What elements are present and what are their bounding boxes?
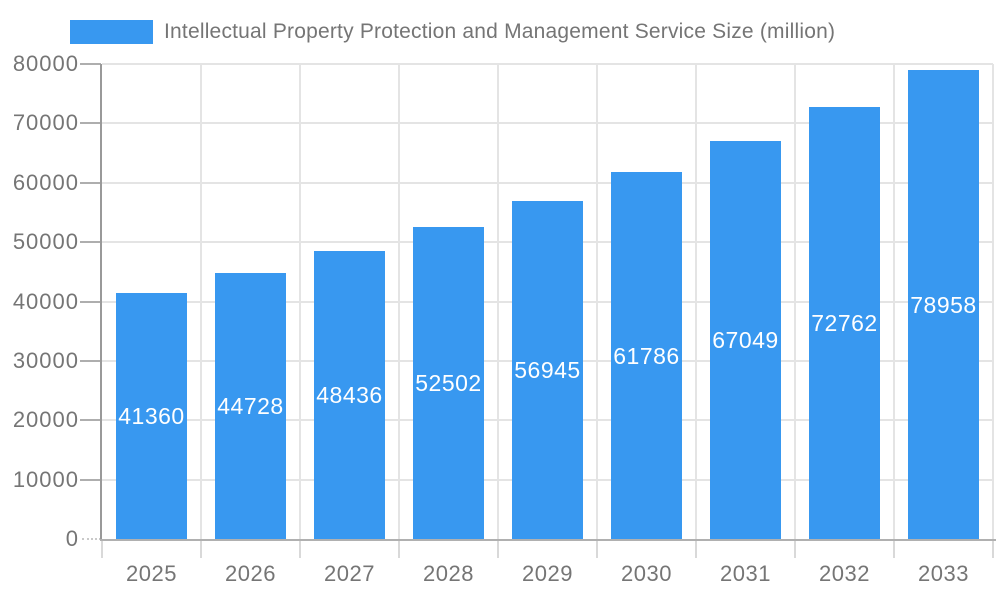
v-gridline	[398, 64, 400, 539]
y-tick	[80, 122, 101, 125]
h-gridline	[102, 181, 993, 184]
y-tick	[80, 181, 101, 184]
v-gridline	[200, 64, 202, 539]
x-tick	[200, 541, 202, 558]
chart-legend-item[interactable]: Intellectual Property Protection and Man…	[70, 17, 835, 47]
x-tick	[794, 541, 796, 558]
x-axis-label: 2031	[720, 561, 771, 586]
x-axis-label: 2028	[423, 561, 474, 586]
bar-value-label: 61786	[613, 342, 680, 369]
x-tick	[299, 541, 301, 558]
x-axis-label: 2032	[819, 561, 870, 586]
h-gridline	[102, 122, 993, 125]
x-tick	[992, 541, 994, 558]
v-gridline	[794, 64, 796, 539]
y-axis-label: 80000	[12, 51, 79, 76]
y-axis-line	[100, 64, 102, 541]
bar-value-label: 72762	[811, 309, 878, 336]
y-axis-label: 40000	[12, 288, 79, 314]
x-axis-label: 2033	[918, 561, 969, 586]
legend-label: Intellectual Property Protection and Man…	[164, 20, 836, 43]
x-axis-label: 2025	[126, 561, 177, 586]
x-axis-label: 2026	[225, 561, 276, 586]
v-gridline	[893, 64, 895, 539]
x-axis-line	[100, 539, 996, 541]
x-tick	[695, 541, 697, 558]
bar[interactable]	[809, 106, 880, 539]
y-axis-label: 50000	[12, 229, 79, 255]
bar-value-label: 56945	[514, 356, 581, 383]
bar-value-label: 78958	[910, 291, 977, 318]
x-axis-label: 2029	[522, 561, 573, 586]
y-tick	[80, 63, 101, 65]
v-gridline	[299, 64, 301, 539]
y-axis-label: 0	[65, 526, 79, 551]
y-axis-label: 30000	[12, 347, 79, 373]
v-gridline	[596, 64, 598, 539]
v-gridline	[992, 64, 994, 539]
y-axis-label: 60000	[12, 169, 79, 195]
y-tick	[80, 300, 101, 303]
x-axis-label: 2027	[324, 561, 375, 586]
x-tick	[101, 541, 103, 558]
bar-value-label: 44728	[217, 393, 284, 420]
v-gridline	[497, 64, 499, 539]
bar[interactable]	[512, 200, 583, 539]
bar-value-label: 67049	[712, 326, 779, 353]
x-tick	[596, 541, 598, 558]
legend-swatch	[70, 20, 153, 44]
bar-value-label: 52502	[415, 370, 482, 397]
v-gridline	[695, 64, 697, 539]
bar-value-label: 41360	[118, 403, 185, 430]
bar[interactable]	[611, 172, 682, 539]
bar[interactable]	[116, 293, 187, 539]
y-axis-label: 20000	[12, 407, 79, 433]
bar[interactable]	[215, 273, 286, 539]
bar[interactable]	[710, 140, 781, 539]
bar[interactable]	[908, 70, 979, 539]
y-tick	[80, 419, 101, 422]
h-gridline	[102, 63, 993, 65]
x-tick	[497, 541, 499, 558]
y-axis-label: 10000	[12, 466, 79, 492]
y-tick	[80, 478, 101, 481]
y-tick	[80, 359, 101, 362]
x-tick	[893, 541, 895, 558]
bar[interactable]	[413, 227, 484, 539]
x-tick	[398, 541, 400, 558]
bar-value-label: 48436	[316, 382, 383, 409]
bar[interactable]	[314, 251, 385, 539]
y-tick	[80, 241, 101, 244]
x-axis-label: 2030	[621, 561, 672, 586]
y-zero-tick	[82, 538, 101, 540]
y-axis-label: 70000	[12, 110, 79, 136]
